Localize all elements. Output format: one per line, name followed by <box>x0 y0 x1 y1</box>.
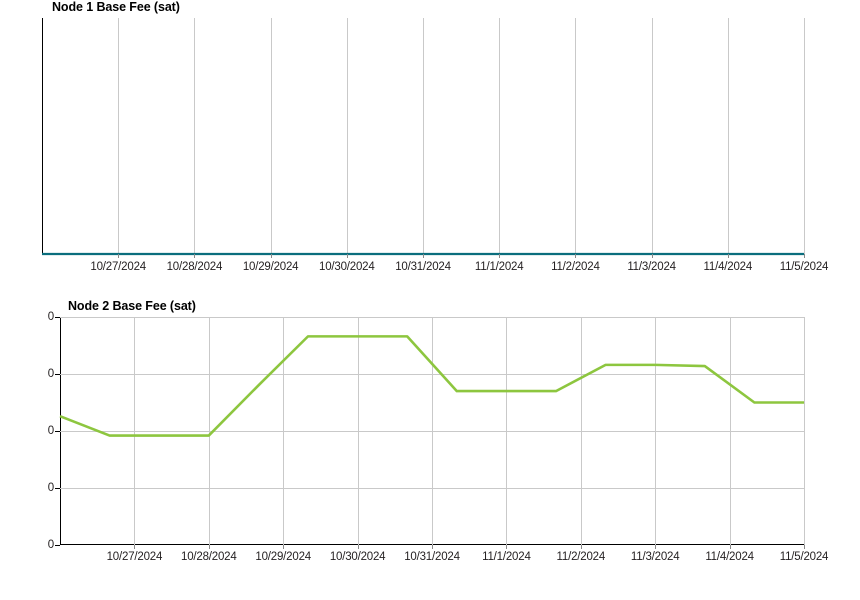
x-tick-mark <box>575 254 577 258</box>
x-tick-mark <box>655 545 657 549</box>
x-tick-label: 11/5/2024 <box>779 551 829 563</box>
plot-area-node-1 <box>42 18 805 254</box>
gridline-vertical <box>423 18 424 254</box>
series-line-node-2 <box>60 317 804 545</box>
gridline-vertical <box>727 18 729 254</box>
gridline-vertical <box>804 317 805 545</box>
x-tick-label: 10/28/2024 <box>181 551 237 563</box>
series-line-node-1 <box>42 18 804 254</box>
x-tick-label: 11/1/2024 <box>482 551 531 563</box>
x-tick-mark <box>580 545 582 549</box>
y-tick-mark <box>55 374 60 375</box>
x-tick-mark <box>270 254 272 258</box>
x-tick-mark <box>432 545 433 549</box>
x-tick-label: 11/2/2024 <box>556 551 606 563</box>
x-tick-mark <box>283 545 285 549</box>
x-tick-label: 10/30/2024 <box>319 261 375 273</box>
y-tick-label: 0 <box>47 425 54 437</box>
x-tick-mark <box>118 254 120 258</box>
plot-area-node-2 <box>60 317 805 545</box>
x-tick-label: 11/5/2024 <box>779 261 829 273</box>
x-tick-label: 11/4/2024 <box>703 261 753 273</box>
x-tick-label: 11/3/2024 <box>630 551 680 563</box>
chart-title-node-1: Node 1 Base Fee (sat) <box>52 0 180 14</box>
gridline-vertical <box>499 18 501 254</box>
x-tick-mark <box>357 545 359 549</box>
series-polyline <box>60 336 804 435</box>
y-tick-label: 0 <box>47 482 54 494</box>
y-tick-label: 0 <box>47 539 54 551</box>
y-tick-mark <box>55 431 60 432</box>
x-tick-label: 11/1/2024 <box>474 261 524 273</box>
y-tick-label: 0 <box>47 311 54 323</box>
y-axis-line-node-1 <box>42 18 43 254</box>
x-tick-mark <box>346 254 348 258</box>
x-tick-mark <box>729 545 731 549</box>
gridline-vertical <box>651 18 653 254</box>
y-tick-mark <box>55 317 60 318</box>
x-tick-mark <box>194 254 196 258</box>
gridline-vertical <box>194 18 196 254</box>
x-tick-mark <box>727 254 729 258</box>
x-tick-mark <box>208 545 210 549</box>
x-tick-label: 11/3/2024 <box>627 261 676 273</box>
gridline-vertical <box>118 18 120 254</box>
x-tick-mark <box>651 254 653 258</box>
x-tick-mark <box>804 254 805 258</box>
x-tick-mark <box>499 254 501 258</box>
x-tick-mark <box>134 545 136 549</box>
x-tick-label: 10/29/2024 <box>242 261 299 273</box>
x-tick-label: 11/4/2024 <box>705 551 754 563</box>
y-tick-label: 0 <box>47 368 54 380</box>
gridline-vertical <box>804 18 805 254</box>
y-tick-mark <box>55 545 60 546</box>
x-tick-mark <box>423 254 424 258</box>
gridline-horizontal <box>60 431 804 432</box>
x-tick-mark <box>804 545 805 549</box>
gridline-vertical <box>270 18 272 254</box>
y-tick-mark <box>55 488 60 489</box>
chart-node-1: Node 1 Base Fee (sat) 10/27/2024 10/28/20… <box>0 0 860 290</box>
chart-node-2: Node 2 Base Fee (sat) 0 0 0 0 0 10/27/2024 10… <box>0 295 860 600</box>
x-tick-label: 10/28/2024 <box>166 261 223 273</box>
x-tick-label: 11/2/2024 <box>551 261 600 273</box>
gridline-horizontal <box>60 374 804 375</box>
gridline-horizontal <box>60 488 804 489</box>
x-tick-label: 10/27/2024 <box>106 551 163 563</box>
x-tick-mark <box>506 545 508 549</box>
x-tick-label: 10/30/2024 <box>329 551 386 563</box>
chart-title-node-2: Node 2 Base Fee (sat) <box>68 299 196 313</box>
x-tick-label: 10/27/2024 <box>90 261 146 273</box>
x-tick-label: 10/31/2024 <box>404 551 460 563</box>
gridline-horizontal <box>60 317 804 318</box>
gridline-vertical <box>346 18 348 254</box>
gridline-vertical <box>575 18 577 254</box>
x-tick-label: 10/29/2024 <box>255 551 311 563</box>
x-tick-label: 10/31/2024 <box>395 261 451 273</box>
